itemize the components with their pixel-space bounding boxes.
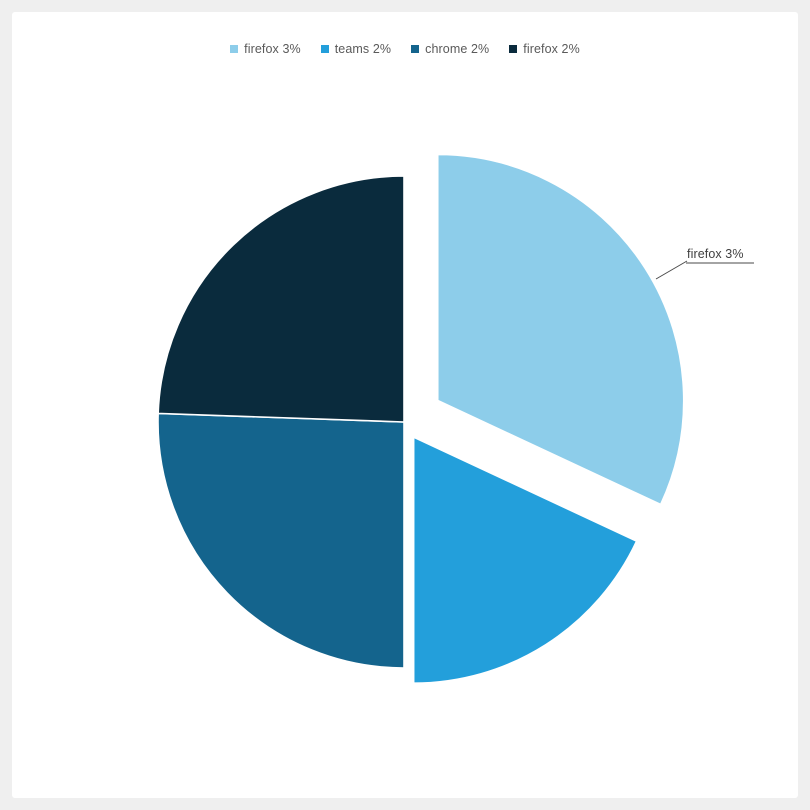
pie-slice[interactable] (157, 412, 405, 669)
legend-item[interactable]: firefox 3% (230, 42, 301, 56)
slice-callout-label: firefox 3% (687, 247, 744, 261)
pie-chart-plot: firefox 3% (157, 153, 754, 684)
pie-annotations-group: firefox 3% (655, 247, 754, 280)
callout-leader-line (655, 260, 688, 280)
pie-slice[interactable] (436, 153, 685, 506)
legend-item-label: chrome 2% (425, 42, 490, 56)
pie-slice[interactable] (412, 435, 638, 684)
square-swatch-icon (411, 45, 420, 53)
legend-item[interactable]: chrome 2% (411, 42, 489, 56)
legend-item[interactable]: teams 2% (320, 42, 392, 56)
square-swatch-icon (320, 45, 329, 53)
pie-slices-group (157, 153, 685, 684)
legend-item-label: firefox 2% (523, 42, 580, 56)
square-swatch-icon (509, 45, 518, 53)
square-swatch-icon (230, 45, 239, 53)
chart-legend: firefox 3% teams 2% chrome 2% firefox 2% (12, 42, 798, 56)
legend-item-label: teams 2% (334, 42, 392, 56)
pie-chart-card: firefox 3% teams 2% chrome 2% firefox 2% fi… (12, 12, 798, 798)
legend-item[interactable]: firefox 2% (509, 42, 580, 56)
legend-item-label: firefox 3% (244, 42, 301, 56)
pie-slice[interactable] (157, 175, 405, 423)
